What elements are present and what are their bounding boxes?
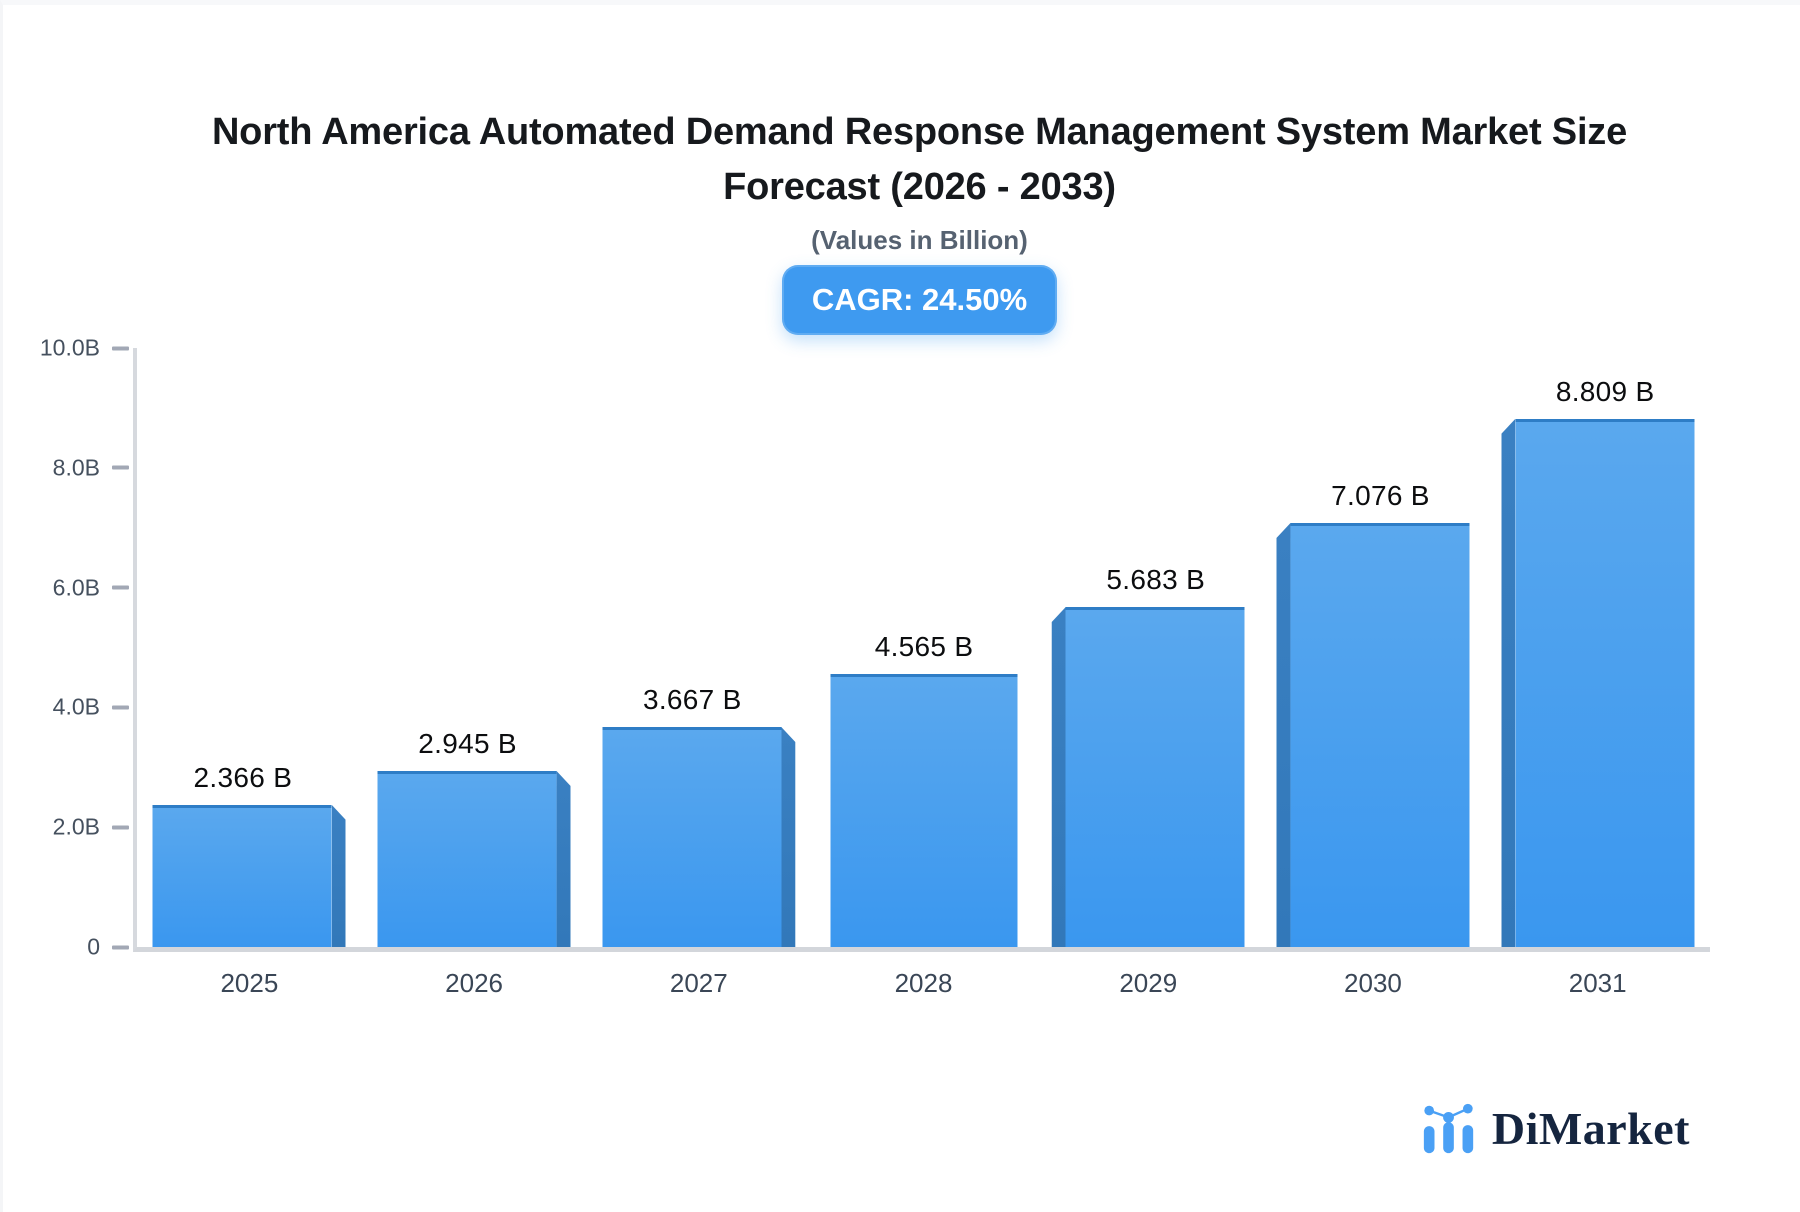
bar-value-label: 2.945 B — [418, 728, 517, 759]
y-axis-tick: 8.0B — [3, 454, 129, 481]
y-axis-tick: 0 — [3, 934, 129, 961]
y-tick-label: 10.0B — [39, 334, 100, 361]
x-tick-label: 2030 — [1344, 968, 1402, 998]
bar-slot: 4.565 B 2028 — [811, 348, 1036, 998]
bar-face — [377, 771, 557, 947]
bar-slot: 8.809 B 2031 — [1485, 348, 1710, 998]
bar-3d-side — [781, 727, 796, 947]
x-tick-label: 2031 — [1568, 968, 1627, 998]
bar-2025: 2.366 B — [152, 762, 346, 947]
y-tick-label: 0 — [87, 933, 100, 960]
x-tick-label: 2029 — [1119, 968, 1178, 998]
y-tick-label: 8.0B — [52, 454, 100, 481]
bar-slot: 7.076 B 2030 — [1261, 348, 1486, 998]
y-axis-tick: 4.0B — [3, 694, 129, 721]
bar-value-label: 3.667 B — [642, 684, 742, 715]
bar-face — [1065, 607, 1245, 947]
chart-title-line1: North America Automated Demand Response … — [211, 111, 1628, 153]
dimarket-logo-icon — [1423, 1103, 1474, 1154]
bar-3d-side — [331, 805, 346, 947]
bar-series: 2.366 B 2025 2.945 B 2026 3.667 B 2027 — [137, 348, 1710, 998]
x-tick-label: 2026 — [445, 968, 503, 998]
chart-title-line2: Forecast (2026 - 2033) — [723, 166, 1116, 208]
tick-mark — [112, 945, 129, 949]
bar-value-label: 4.565 B — [874, 631, 974, 662]
chart-title: North America Automated Demand Response … — [133, 105, 1706, 215]
y-tick-label: 6.0B — [52, 574, 100, 601]
bar-2030: 7.076 B — [1276, 480, 1470, 947]
bar-value-label: 2.366 B — [193, 762, 293, 793]
bar-3d-side — [1276, 523, 1291, 947]
bar-slot: 2.945 B 2026 — [362, 348, 587, 998]
tick-mark — [112, 585, 129, 590]
bar-2027: 3.667 B — [602, 684, 796, 947]
bar-value-label: 5.683 B — [1106, 564, 1206, 595]
bar-slot: 3.667 B 2027 — [586, 348, 811, 998]
x-tick-label: 2025 — [220, 968, 279, 998]
tick-mark — [112, 346, 129, 350]
bar-slot: 2.366 B 2025 — [137, 348, 362, 998]
chart-subtitle: (Values in Billion) — [811, 225, 1028, 255]
y-axis-tick: 10.0B — [3, 335, 129, 362]
tick-mark — [112, 465, 129, 470]
bar-face — [1515, 419, 1695, 947]
cagr-badge: CAGR: 24.50% — [781, 265, 1058, 335]
bar-value-label: 7.076 B — [1331, 480, 1430, 511]
tick-mark — [112, 705, 129, 710]
bar-3d-side — [1051, 607, 1066, 947]
bar-value-label: 8.809 B — [1555, 376, 1655, 407]
bar-3d-side — [556, 771, 571, 947]
brand-logo: DiMarket — [1420, 1099, 1690, 1157]
bar-2028: 4.565 B — [827, 631, 1020, 947]
bar-2029: 5.683 B — [1051, 564, 1245, 947]
bar-face — [152, 805, 332, 947]
bar-face — [1290, 523, 1470, 947]
bar-3d-side — [1501, 419, 1516, 947]
bar-slot: 5.683 B 2029 — [1036, 348, 1261, 998]
bar-face — [830, 674, 1018, 947]
brand-name: DiMarket — [1491, 1102, 1690, 1154]
x-tick-label: 2027 — [669, 968, 728, 998]
bar-2026: 2.945 B — [377, 728, 571, 947]
bar-2031: 8.809 B — [1501, 376, 1695, 947]
y-tick-label: 2.0B — [52, 813, 100, 840]
x-tick-label: 2028 — [894, 968, 953, 998]
bar-face — [602, 727, 782, 947]
y-axis-tick: 2.0B — [3, 814, 129, 841]
bar-chart-plot: 0 2.0B 4.0B 6.0B 8.0B 10.0B 2.366 B 2025… — [40, 335, 1710, 998]
tick-mark — [112, 825, 129, 830]
y-tick-label: 4.0B — [52, 693, 100, 720]
chart-header: North America Automated Demand Response … — [133, 105, 1706, 335]
y-axis-tick: 6.0B — [3, 574, 129, 601]
